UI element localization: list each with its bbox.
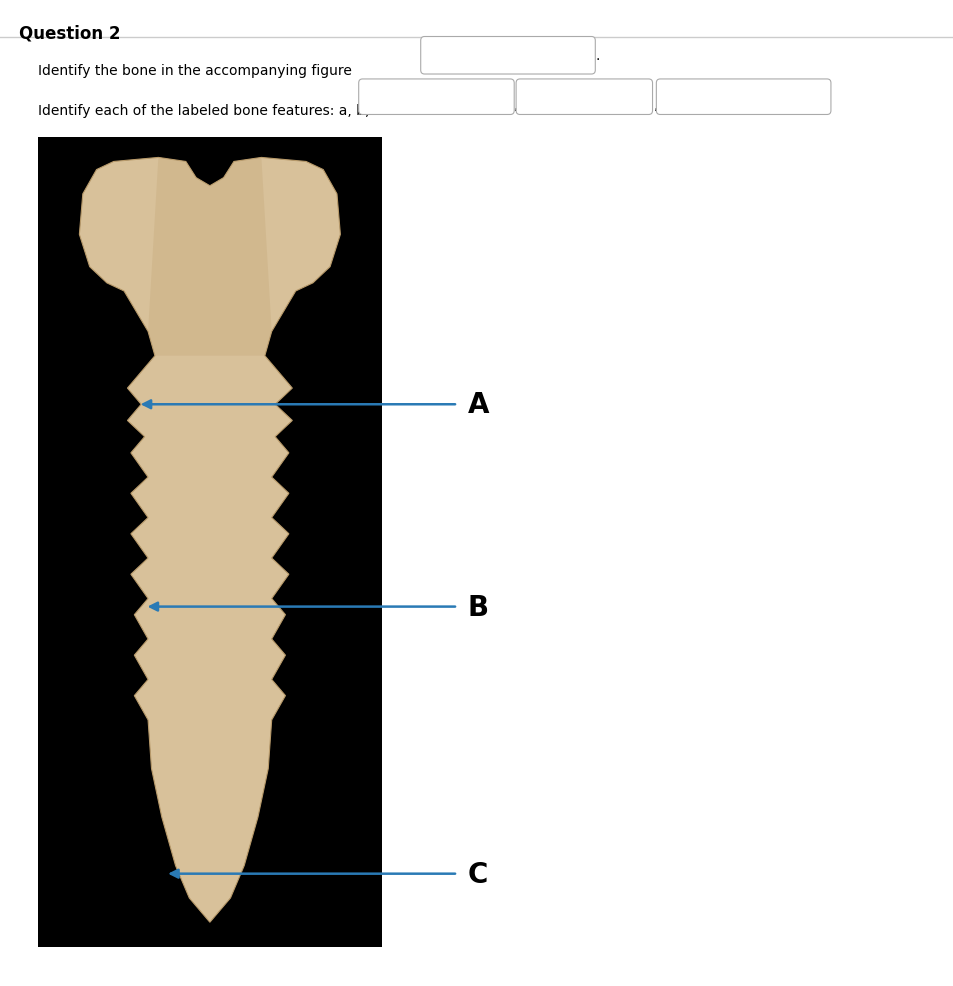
FancyBboxPatch shape (358, 80, 514, 115)
Text: C: C (467, 860, 487, 887)
Polygon shape (79, 159, 340, 922)
Polygon shape (148, 159, 272, 356)
Bar (38, 138, 381, 947)
Text: Identify the bone in the accompanying figure: Identify the bone in the accompanying fi… (38, 64, 352, 78)
FancyBboxPatch shape (516, 80, 652, 115)
Text: A: A (467, 390, 489, 419)
Text: ,: , (514, 98, 518, 111)
FancyBboxPatch shape (420, 37, 595, 75)
Text: Identify each of the labeled bone features: a, b, c.: Identify each of the labeled bone featur… (38, 104, 386, 117)
Text: B: B (467, 593, 488, 621)
Text: Question 2: Question 2 (19, 25, 120, 42)
Text: ,: , (653, 98, 658, 111)
FancyBboxPatch shape (656, 80, 830, 115)
Text: .: . (595, 49, 599, 63)
